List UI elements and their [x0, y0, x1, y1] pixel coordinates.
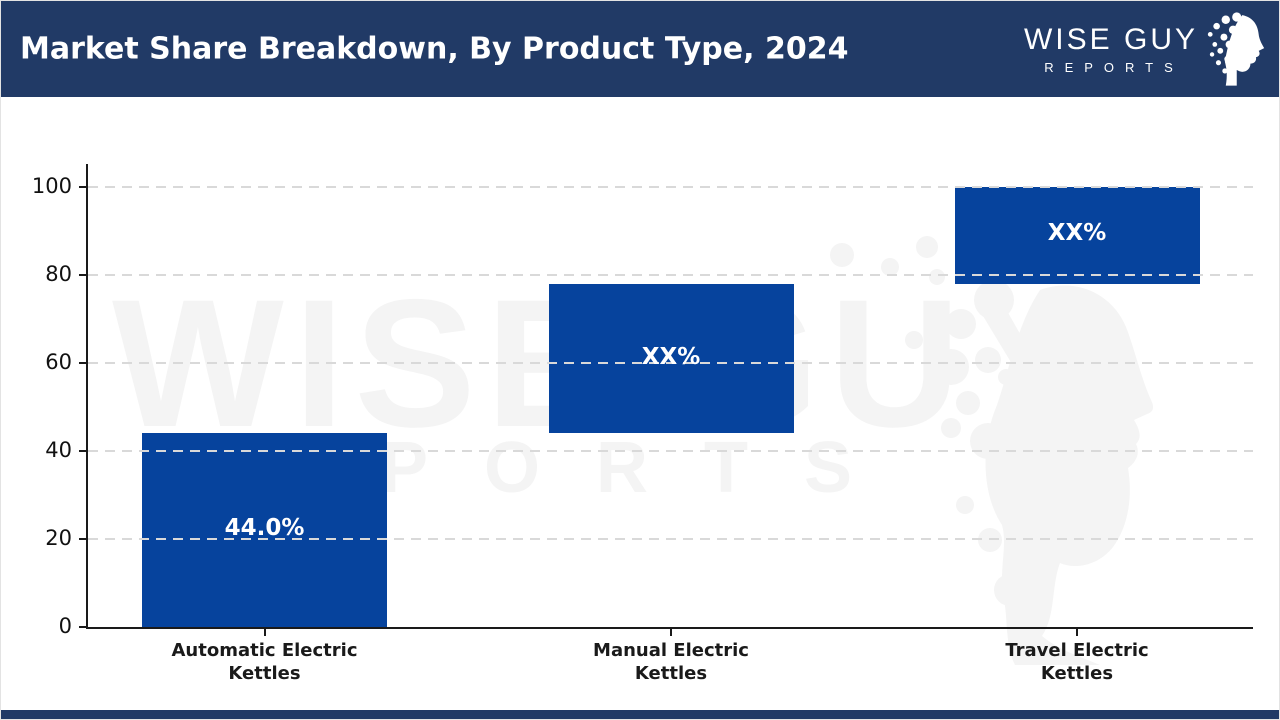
y-tick-label: 100 — [31, 174, 72, 198]
gridline — [88, 450, 1253, 452]
y-tick-label: 40 — [45, 438, 72, 462]
y-tick — [79, 362, 88, 364]
category-label: Travel Electric Kettles — [1005, 640, 1149, 684]
bar — [954, 187, 1200, 284]
footer-bar — [0, 710, 1280, 720]
y-tick — [79, 626, 88, 628]
y-tick-label: 20 — [45, 526, 72, 550]
gridline — [88, 538, 1253, 540]
bar — [142, 433, 387, 627]
x-tick — [1076, 629, 1078, 636]
bar-value-label: XX% — [641, 343, 701, 370]
y-axis-spine — [86, 164, 88, 629]
y-tick — [79, 450, 88, 452]
x-axis-spine — [86, 627, 1253, 629]
category-label: Automatic Electric Kettles — [171, 640, 358, 684]
category-label: Manual Electric Kettles — [593, 640, 749, 684]
logo-subtitle: REPORTS — [1044, 60, 1184, 75]
page-title: Market Share Breakdown, By Product Type,… — [20, 31, 849, 66]
logo-wordmark: WISE GUY — [1023, 23, 1198, 56]
y-tick — [79, 538, 88, 540]
y-tick — [79, 186, 88, 188]
brand-logo: WISE GUY REPORTS — [1024, 7, 1266, 91]
y-tick-label: 0 — [58, 614, 72, 638]
logo-head-icon — [1207, 12, 1265, 86]
x-tick — [670, 629, 672, 636]
y-tick-label: 80 — [45, 262, 72, 286]
bar-value-label: 44.0% — [224, 515, 305, 542]
y-tick — [79, 274, 88, 276]
gridline — [88, 186, 1253, 188]
x-tick — [263, 629, 266, 636]
gridline — [88, 274, 1253, 276]
header-bar: Market Share Breakdown, By Product Type,… — [0, 0, 1280, 97]
y-tick-label: 60 — [45, 350, 72, 374]
bar-value-label: XX% — [1047, 220, 1107, 247]
bar — [548, 283, 794, 434]
gridline — [88, 362, 1253, 364]
